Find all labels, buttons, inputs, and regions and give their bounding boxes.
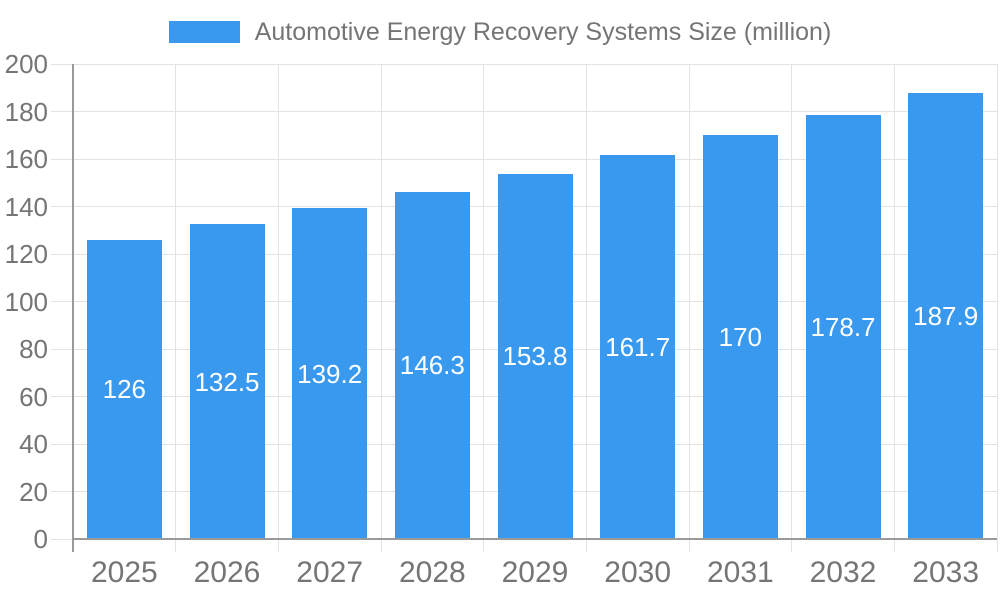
y-axis-tick <box>51 443 73 445</box>
bar-value-label: 132.5 <box>194 366 260 397</box>
x-axis-label: 2032 <box>809 556 877 589</box>
bar[interactable] <box>600 154 676 539</box>
bar[interactable] <box>702 135 778 539</box>
y-axis-tick <box>51 206 73 207</box>
x-axis-label: 2029 <box>501 556 569 589</box>
x-axis-label: 2031 <box>706 556 774 589</box>
y-axis-tick <box>51 538 73 540</box>
bar-value-label: 178.7 <box>810 311 876 342</box>
bar[interactable] <box>189 224 265 539</box>
y-axis-label: 80 <box>19 334 48 364</box>
bar[interactable] <box>86 239 162 539</box>
y-axis-label: 60 <box>19 381 48 412</box>
legend[interactable]: Automotive Energy Recovery Systems Size … <box>0 16 1000 48</box>
y-gridline <box>73 158 997 160</box>
y-axis-tick <box>51 301 73 302</box>
y-axis-label: 100 <box>4 286 48 317</box>
y-axis-label: 160 <box>4 144 48 174</box>
y-axis-label: 140 <box>4 191 48 222</box>
y-axis-label: 180 <box>4 96 48 127</box>
x-gridline <box>175 64 177 539</box>
bar-value-label: 187.9 <box>913 300 979 331</box>
y-axis-label: 0 <box>33 524 48 554</box>
y-axis-line <box>72 64 74 552</box>
x-axis-label: 2025 <box>90 556 158 589</box>
x-gridline <box>585 64 587 539</box>
x-gridline <box>483 64 485 539</box>
legend-label: Automotive Energy Recovery Systems Size … <box>254 18 832 46</box>
y-axis-tick <box>51 396 73 397</box>
y-axis-tick <box>51 111 73 112</box>
bar-value-label: 161.7 <box>605 331 671 362</box>
y-axis-label: 40 <box>19 429 48 459</box>
x-axis-line <box>73 538 997 540</box>
x-axis-tick <box>791 539 793 552</box>
bar-value-label: 139.2 <box>297 358 363 389</box>
x-axis-tick <box>688 539 690 552</box>
x-gridline <box>380 64 382 539</box>
x-axis-tick <box>277 539 279 552</box>
x-axis-tick <box>380 539 382 552</box>
y-axis-tick <box>51 253 73 255</box>
x-axis-tick <box>585 539 587 552</box>
x-gridline <box>688 64 690 539</box>
bar-value-label: 126 <box>102 374 147 405</box>
bar[interactable] <box>292 208 368 539</box>
x-axis-label: 2028 <box>398 556 466 589</box>
bar[interactable] <box>497 173 573 539</box>
x-axis-label: 2027 <box>296 556 364 589</box>
legend-swatch <box>168 21 240 43</box>
y-gridline <box>73 111 997 112</box>
y-axis-tick <box>51 158 73 160</box>
x-gridline <box>893 64 895 539</box>
x-gridline <box>996 64 998 539</box>
x-gridline <box>277 64 279 539</box>
bar[interactable] <box>805 114 881 539</box>
x-axis-tick <box>893 539 895 552</box>
x-gridline <box>791 64 793 539</box>
x-axis-label: 2026 <box>193 556 261 589</box>
x-axis-tick <box>483 539 485 552</box>
y-axis-tick <box>51 491 73 492</box>
y-axis-label: 200 <box>4 49 48 79</box>
y-axis-tick <box>51 348 73 350</box>
y-axis-label: 120 <box>4 239 48 269</box>
y-gridline <box>73 63 997 65</box>
y-axis-tick <box>51 63 73 65</box>
x-axis-tick <box>175 539 177 552</box>
bar-value-label: 146.3 <box>399 350 465 381</box>
bar-value-label: 170 <box>718 322 763 353</box>
y-axis-label: 20 <box>19 476 48 507</box>
bar[interactable] <box>394 191 470 539</box>
bar[interactable] <box>908 92 984 539</box>
bar-value-label: 153.8 <box>502 341 568 372</box>
x-axis-label: 2030 <box>604 556 672 589</box>
x-axis-label: 2033 <box>912 556 980 589</box>
x-axis-tick <box>996 539 998 552</box>
